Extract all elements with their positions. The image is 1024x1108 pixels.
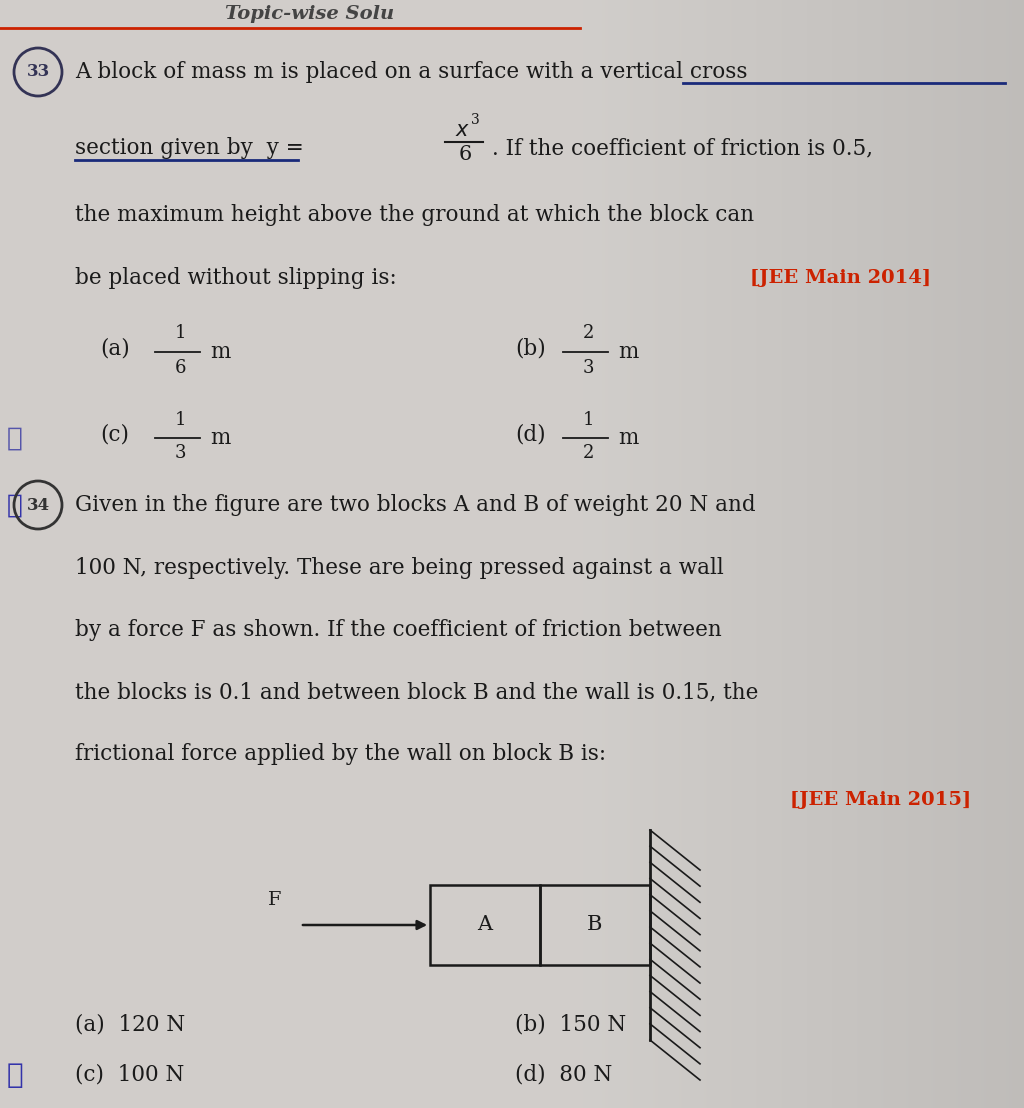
Text: 1: 1: [583, 411, 595, 429]
Text: section given by  y =: section given by y =: [75, 137, 310, 160]
Text: B: B: [588, 915, 603, 934]
Text: be placed without slipping is:: be placed without slipping is:: [75, 267, 396, 289]
Text: 2: 2: [583, 324, 594, 342]
Text: frictional force applied by the wall on block B is:: frictional force applied by the wall on …: [75, 743, 606, 765]
Text: ★: ★: [7, 1061, 24, 1088]
Text: m: m: [618, 427, 638, 449]
Text: (a)  120 N: (a) 120 N: [75, 1014, 185, 1036]
Text: $x$: $x$: [455, 121, 470, 140]
Text: (d)  80 N: (d) 80 N: [515, 1064, 612, 1086]
Bar: [540, 885, 650, 965]
Text: A: A: [477, 915, 493, 934]
Text: [JEE Main 2015]: [JEE Main 2015]: [790, 791, 971, 809]
Text: ✿: ✿: [7, 492, 23, 517]
Text: 3: 3: [583, 359, 595, 377]
Text: m: m: [210, 341, 230, 363]
Text: Given in the figure are two blocks A and B of weight 20 N and: Given in the figure are two blocks A and…: [75, 494, 756, 516]
Text: (c)  100 N: (c) 100 N: [75, 1064, 184, 1086]
Text: the maximum height above the ground at which the block can: the maximum height above the ground at w…: [75, 204, 754, 226]
Text: (d): (d): [515, 424, 546, 447]
Text: 6: 6: [175, 359, 186, 377]
Text: 6: 6: [459, 145, 472, 164]
Text: 3: 3: [471, 113, 480, 127]
Text: 1: 1: [175, 324, 186, 342]
Text: (b)  150 N: (b) 150 N: [515, 1014, 627, 1036]
Text: 33: 33: [27, 63, 49, 81]
Text: (c): (c): [100, 424, 129, 447]
Text: (a): (a): [100, 337, 130, 359]
Text: Topic-wise Solu: Topic-wise Solu: [225, 6, 394, 23]
Text: F: F: [268, 891, 282, 909]
Text: [JEE Main 2014]: [JEE Main 2014]: [750, 269, 931, 287]
Text: A block of mass m is placed on a surface with a vertical cross: A block of mass m is placed on a surface…: [75, 61, 748, 83]
Text: 34: 34: [27, 496, 49, 513]
Text: ✿: ✿: [7, 425, 23, 451]
Text: . If the coefficient of friction is 0.5,: . If the coefficient of friction is 0.5,: [492, 137, 873, 160]
Text: 3: 3: [175, 444, 186, 462]
Text: m: m: [210, 427, 230, 449]
Text: m: m: [618, 341, 638, 363]
Text: (b): (b): [515, 337, 546, 359]
Text: the blocks is 0.1 and between block B and the wall is 0.15, the: the blocks is 0.1 and between block B an…: [75, 681, 759, 702]
Text: 100 N, respectively. These are being pressed against a wall: 100 N, respectively. These are being pre…: [75, 557, 724, 579]
Text: by a force F as shown. If the coefficient of friction between: by a force F as shown. If the coefficien…: [75, 619, 722, 642]
Bar: [430, 885, 540, 965]
Text: 1: 1: [175, 411, 186, 429]
Text: 2: 2: [583, 444, 594, 462]
